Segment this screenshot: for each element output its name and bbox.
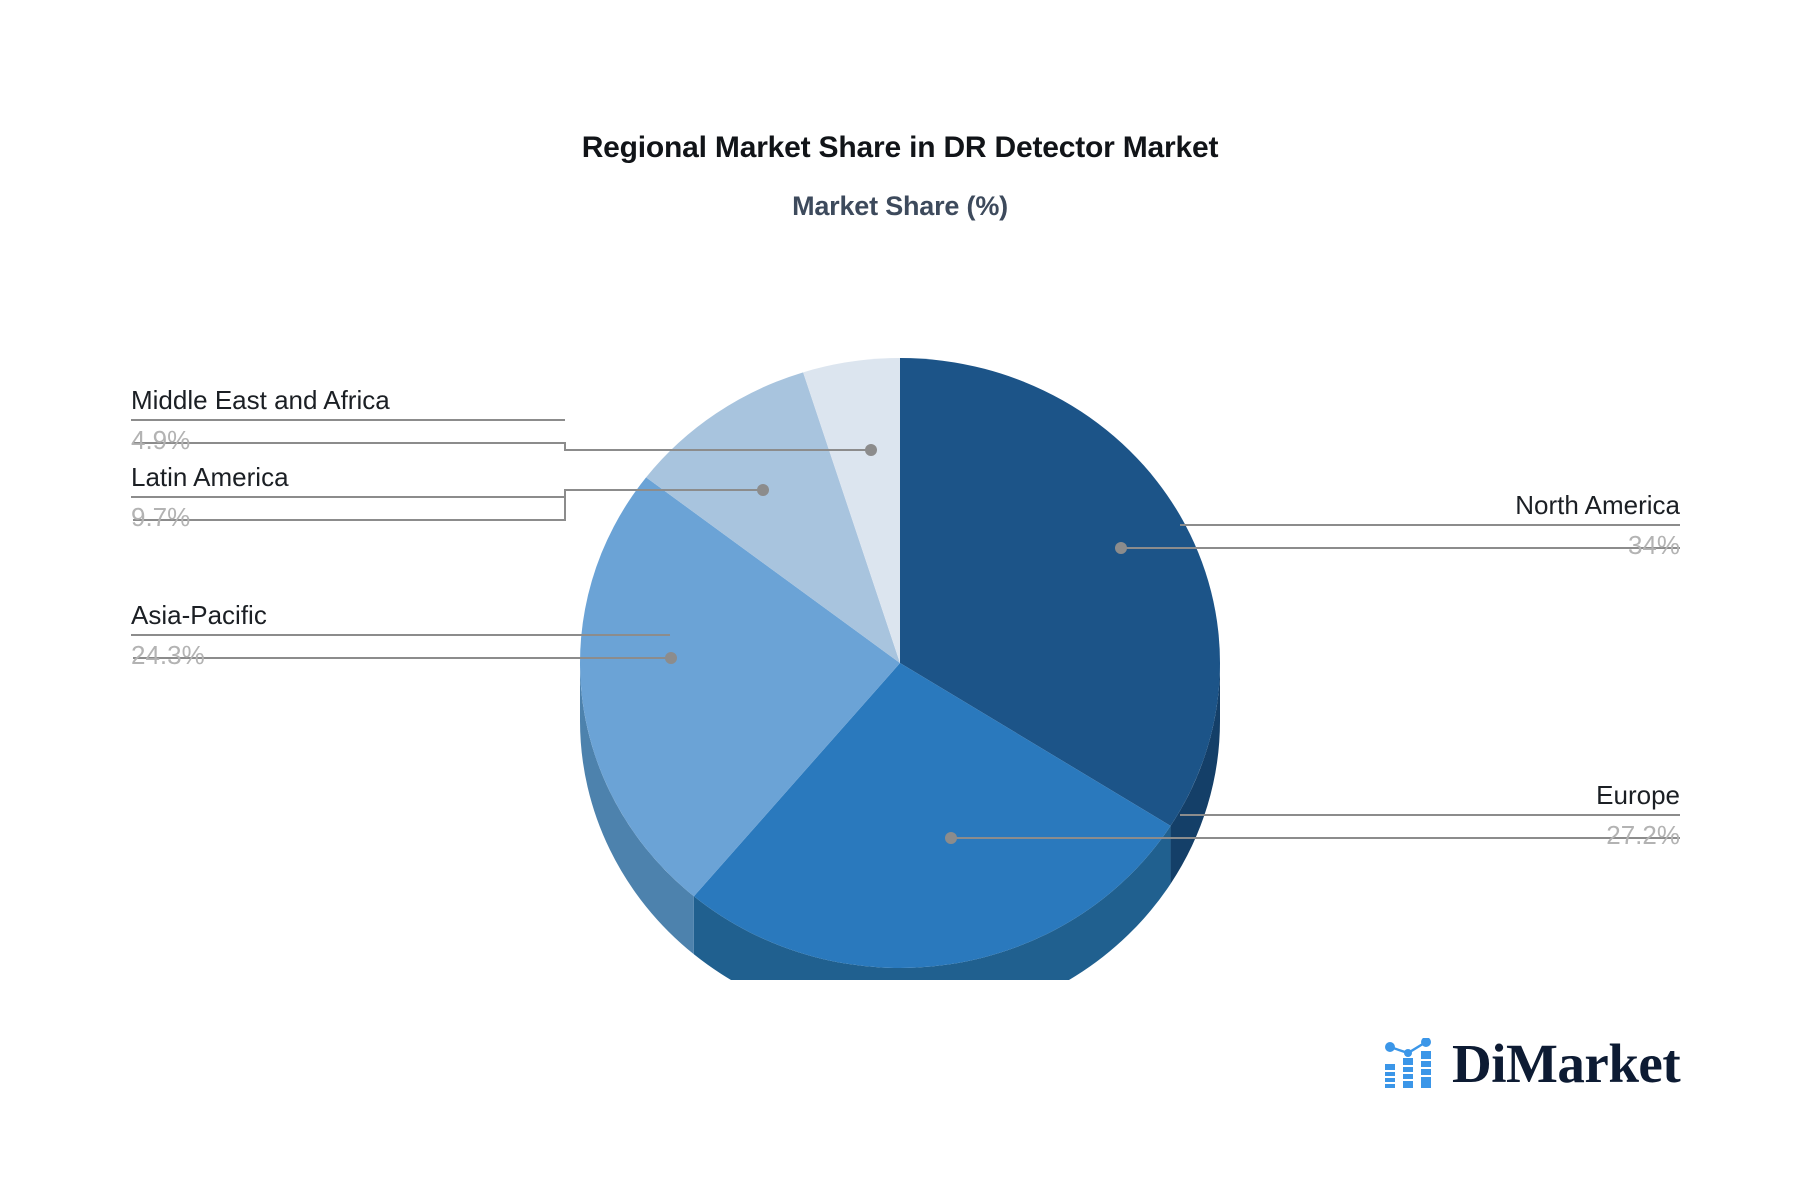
callout-rule-europe [1180, 813, 1680, 816]
pie-slice-asia-pacific[interactable] [579, 477, 900, 897]
bar-chart-icon [1385, 1037, 1431, 1088]
callout-label-asia-pacific: Asia-Pacific [131, 600, 267, 630]
pie-top-faces [579, 358, 1220, 969]
callout-label-north-america: North America [1515, 490, 1680, 520]
callout-label-middle-east-and-africa: Middle East and Africa [131, 385, 390, 415]
callout-value-middle-east-and-africa: 4.9% [131, 424, 191, 455]
chart-title: Regional Market Share in DR Detector Mar… [581, 131, 1219, 164]
callout-label-europe: Europe [1596, 780, 1680, 810]
pie-side-europe [693, 825, 1171, 980]
callout-value-north-america: 34% [1627, 529, 1680, 560]
callout-europe: Europe 27.2% [1180, 780, 1680, 850]
dimarket-logo: DiMarket [1383, 1033, 1681, 1094]
pie-side-asia-pacific [580, 663, 694, 955]
dimarket-wordmark: DiMarket [1452, 1033, 1681, 1094]
pie-3d-sides [580, 663, 1220, 980]
callout-north-america: North America 34% [1180, 490, 1680, 560]
callout-rule-asia-pacific [131, 633, 670, 636]
pie-slice-north-america[interactable] [900, 358, 1220, 826]
callout-rule-north-america [1180, 523, 1680, 526]
chart-subtitle: Market Share (%) [792, 191, 1008, 221]
callout-label-latin-america: Latin America [131, 462, 289, 492]
callout-latin-america: Latin America 9.7% [131, 462, 565, 532]
callout-middle-east-and-africa: Middle East and Africa 4.9% [131, 385, 565, 455]
callout-asia-pacific: Asia-Pacific 24.3% [131, 600, 670, 670]
callout-rule-middle-east-and-africa [131, 418, 565, 421]
callout-value-europe: 27.2% [1606, 819, 1680, 850]
callout-value-asia-pacific: 24.3% [131, 639, 205, 670]
callout-value-latin-america: 9.7% [131, 501, 191, 532]
callout-rule-latin-america [131, 495, 565, 498]
pie-slice-europe[interactable] [693, 663, 1171, 969]
pie-side-north-america [1170, 663, 1220, 884]
pie-slice-middle-east-and-africa[interactable] [803, 358, 900, 663]
